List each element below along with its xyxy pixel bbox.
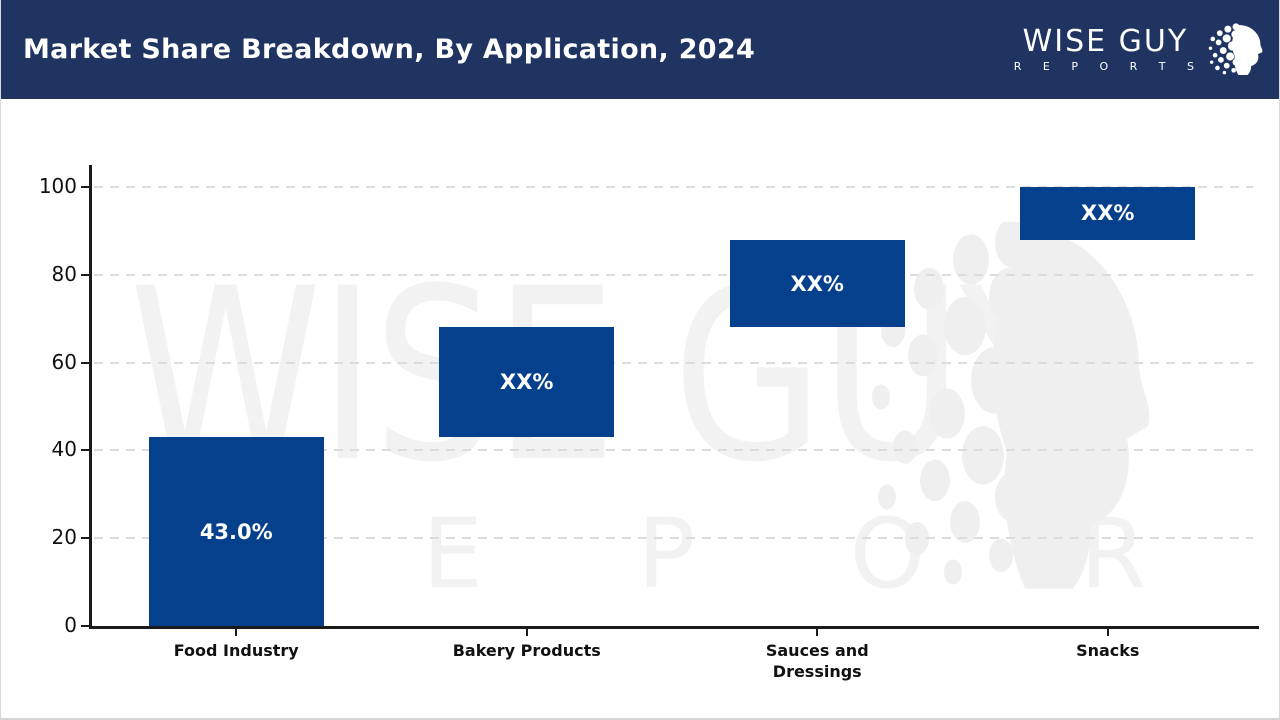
x-tick-food-industry bbox=[235, 628, 238, 636]
bar-value-label-food-industry: 43.0% bbox=[199, 519, 273, 544]
bar-value-label-bakery-products: XX% bbox=[500, 370, 554, 395]
bar-food-industry: 43.0% bbox=[148, 437, 324, 626]
x-tick-label-snacks: Snacks bbox=[1076, 641, 1140, 660]
y-tick-label-80: 80 bbox=[51, 261, 77, 286]
bar-value-label-snacks: XX% bbox=[1081, 201, 1135, 226]
logo-text: WISE GUY R E P O R T S bbox=[1008, 23, 1203, 73]
gridline-40 bbox=[94, 449, 1253, 452]
logo-wordmark: WISE GUY bbox=[1022, 23, 1189, 59]
bar-sauces-and-dressings: XX% bbox=[729, 239, 905, 328]
y-tick-20 bbox=[81, 537, 90, 540]
x-tick-sauces-and-dressings bbox=[816, 628, 819, 636]
bar-snacks: XX% bbox=[1020, 187, 1196, 240]
bar-bakery-products: XX% bbox=[439, 327, 615, 438]
gridline-60 bbox=[94, 361, 1253, 364]
watermark-face-dots-icon bbox=[872, 222, 1150, 589]
x-tick-bakery-products bbox=[525, 628, 528, 636]
y-tick-60 bbox=[81, 361, 90, 364]
page-title: Market Share Breakdown, By Application, … bbox=[23, 34, 756, 65]
y-tick-label-100: 100 bbox=[38, 174, 77, 198]
y-tick-label-20: 20 bbox=[51, 525, 77, 550]
x-tick-label-food-industry: Food Industry bbox=[173, 641, 299, 660]
x-tick-label-bakery-products: Bakery Products bbox=[452, 641, 601, 660]
y-tick-0 bbox=[81, 625, 90, 627]
gridline-20 bbox=[94, 537, 1253, 540]
y-tick-label-60: 60 bbox=[51, 349, 77, 374]
gridline-80 bbox=[94, 273, 1253, 276]
header-bar: Market Share Breakdown, By Application, … bbox=[1, 0, 1279, 99]
x-tick-label-sauces-and-dressings: Sauces and Dressings bbox=[765, 641, 869, 681]
y-tick-label-40: 40 bbox=[51, 437, 77, 462]
logo-subtitle: R E P O R T S bbox=[1013, 59, 1203, 73]
bar-value-label-sauces-and-dressings: XX% bbox=[790, 271, 844, 296]
y-tick-100 bbox=[81, 186, 90, 188]
x-axis-line bbox=[89, 626, 1259, 629]
y-tick-label-0: 0 bbox=[64, 613, 77, 637]
y-tick-40 bbox=[81, 449, 90, 452]
logo-face-dots-icon bbox=[1208, 22, 1263, 75]
y-tick-80 bbox=[81, 273, 90, 276]
wise-guy-reports-logo: WISE GUY R E P O R T S bbox=[1008, 12, 1265, 88]
gridline-100 bbox=[94, 186, 1253, 188]
x-tick-snacks bbox=[1106, 628, 1109, 636]
y-axis-line bbox=[89, 165, 92, 629]
